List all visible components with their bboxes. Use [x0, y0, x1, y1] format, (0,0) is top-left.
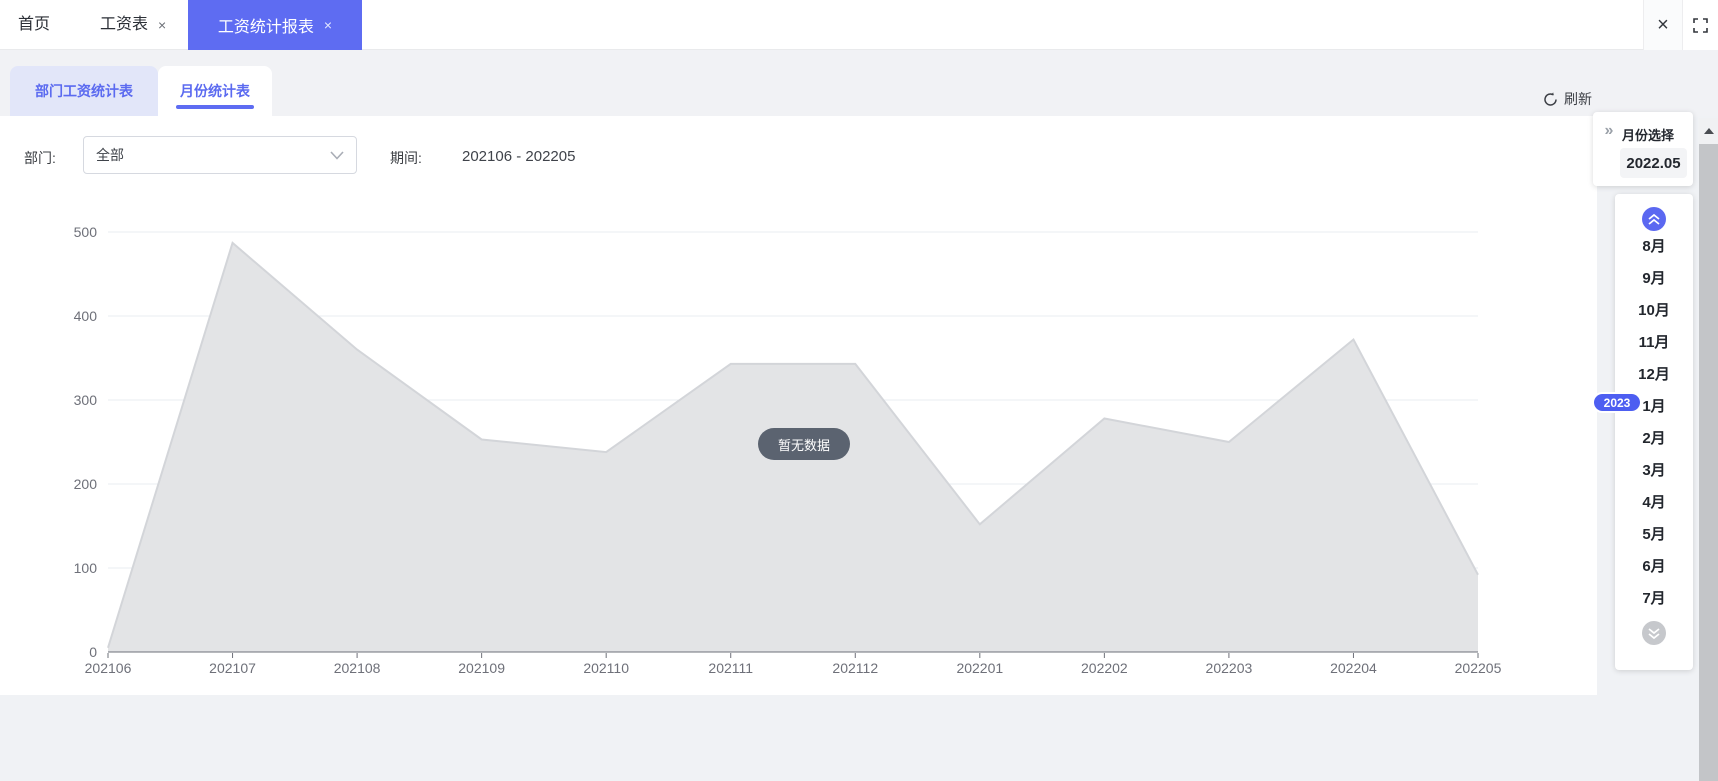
- period-value: 202106 - 202205: [462, 148, 576, 165]
- dept-select[interactable]: 全部: [83, 136, 357, 174]
- active-tab-underline: [176, 105, 254, 109]
- svg-text:500: 500: [74, 224, 98, 240]
- svg-text:202109: 202109: [458, 660, 505, 676]
- close-icon: ×: [1657, 13, 1669, 36]
- month-item[interactable]: 5月: [1642, 526, 1666, 543]
- tab-salary-close-icon[interactable]: ×: [158, 17, 167, 33]
- refresh-label: 刷新: [1564, 91, 1592, 107]
- svg-text:202204: 202204: [1330, 660, 1377, 676]
- triangle-up-icon: [1703, 128, 1714, 134]
- year-badge: 2023: [1594, 394, 1640, 411]
- month-list-panel: 8月 9月 10月 11月 12月 1月 2月 3月 4月 5月 6月 7月: [1615, 194, 1693, 670]
- svg-text:202203: 202203: [1206, 660, 1253, 676]
- scroll-months-down-button[interactable]: [1642, 621, 1666, 645]
- current-month-value: 2022.05: [1620, 148, 1687, 178]
- chevron-down-icon: [330, 150, 344, 160]
- monthly-area-chart[interactable]: 0 100 200 300 400 500 202106 202107 202108 202109…: [0, 116, 1597, 695]
- month-panel-title: 月份选择: [1622, 128, 1675, 143]
- svg-text:202205: 202205: [1455, 660, 1502, 676]
- double-chevron-up-icon: [1648, 213, 1660, 225]
- svg-text:202110: 202110: [583, 660, 629, 676]
- svg-text:300: 300: [74, 392, 98, 408]
- tab-salary-label: 工资表: [100, 16, 149, 33]
- fullscreen-button[interactable]: [1682, 0, 1718, 50]
- tab-report-close-icon[interactable]: ×: [323, 17, 333, 33]
- month-item[interactable]: 12月: [1638, 366, 1670, 383]
- tab-report-label: 工资统计报表: [217, 19, 314, 36]
- svg-text:202106: 202106: [85, 660, 132, 676]
- top-tab-bar: 首页 工资表 × 工资统计报表 × ×: [0, 0, 1718, 50]
- dept-filter-label: 部门:: [24, 150, 56, 166]
- scrollbar-thumb[interactable]: [1699, 144, 1718, 781]
- svg-text:0: 0: [89, 644, 97, 660]
- month-item[interactable]: 9月: [1642, 270, 1666, 287]
- svg-text:202108: 202108: [334, 660, 381, 676]
- month-item[interactable]: 7月: [1642, 590, 1666, 607]
- svg-text:100: 100: [74, 560, 98, 576]
- window-close-button[interactable]: ×: [1643, 0, 1682, 50]
- refresh-icon: [1544, 91, 1557, 106]
- month-item[interactable]: 10月: [1638, 302, 1670, 319]
- svg-text:400: 400: [74, 308, 98, 324]
- month-panel-header: » 月份选择 2022.05: [1593, 112, 1693, 186]
- tab-home[interactable]: 首页: [18, 16, 51, 33]
- tab-salary-report-active[interactable]: 工资统计报表 ×: [188, 0, 362, 50]
- month-item[interactable]: 11月: [1638, 334, 1670, 351]
- refresh-button[interactable]: 刷新: [1543, 84, 1592, 114]
- svg-text:200: 200: [74, 476, 98, 492]
- svg-text:202201: 202201: [956, 660, 1003, 676]
- dept-select-value: 全部: [96, 147, 124, 163]
- month-item[interactable]: 2月: [1642, 430, 1666, 447]
- tab-dept-salary-stats[interactable]: 部门工资统计表: [10, 66, 158, 116]
- sub-tab-header: [0, 50, 1718, 116]
- svg-text:202112: 202112: [832, 660, 878, 676]
- page-scrollbar[interactable]: [1699, 118, 1718, 781]
- month-item[interactable]: 1月: [1642, 398, 1666, 415]
- chart-canvas: 0 100 200 300 400 500 202106 202107 202108 202109…: [74, 224, 1502, 676]
- period-label: 期间:: [390, 150, 422, 166]
- tab-salary-table[interactable]: 工资表 ×: [100, 0, 166, 50]
- no-data-text: 暂无数据: [777, 437, 830, 453]
- svg-text:202107: 202107: [209, 660, 256, 676]
- no-data-tooltip: 暂无数据: [758, 428, 850, 460]
- fullscreen-icon: [1693, 17, 1708, 33]
- month-item[interactable]: 4月: [1642, 494, 1666, 511]
- month-item[interactable]: 6月: [1642, 558, 1666, 575]
- svg-text:202202: 202202: [1081, 660, 1128, 676]
- svg-text:202111: 202111: [708, 660, 753, 676]
- month-item[interactable]: 3月: [1642, 462, 1666, 479]
- double-chevron-down-icon: [1648, 627, 1660, 639]
- collapse-panel-icon[interactable]: »: [1604, 122, 1614, 139]
- scrollbar-up-button[interactable]: [1699, 118, 1718, 144]
- month-item[interactable]: 8月: [1642, 238, 1666, 255]
- scroll-months-up-button[interactable]: [1642, 207, 1666, 231]
